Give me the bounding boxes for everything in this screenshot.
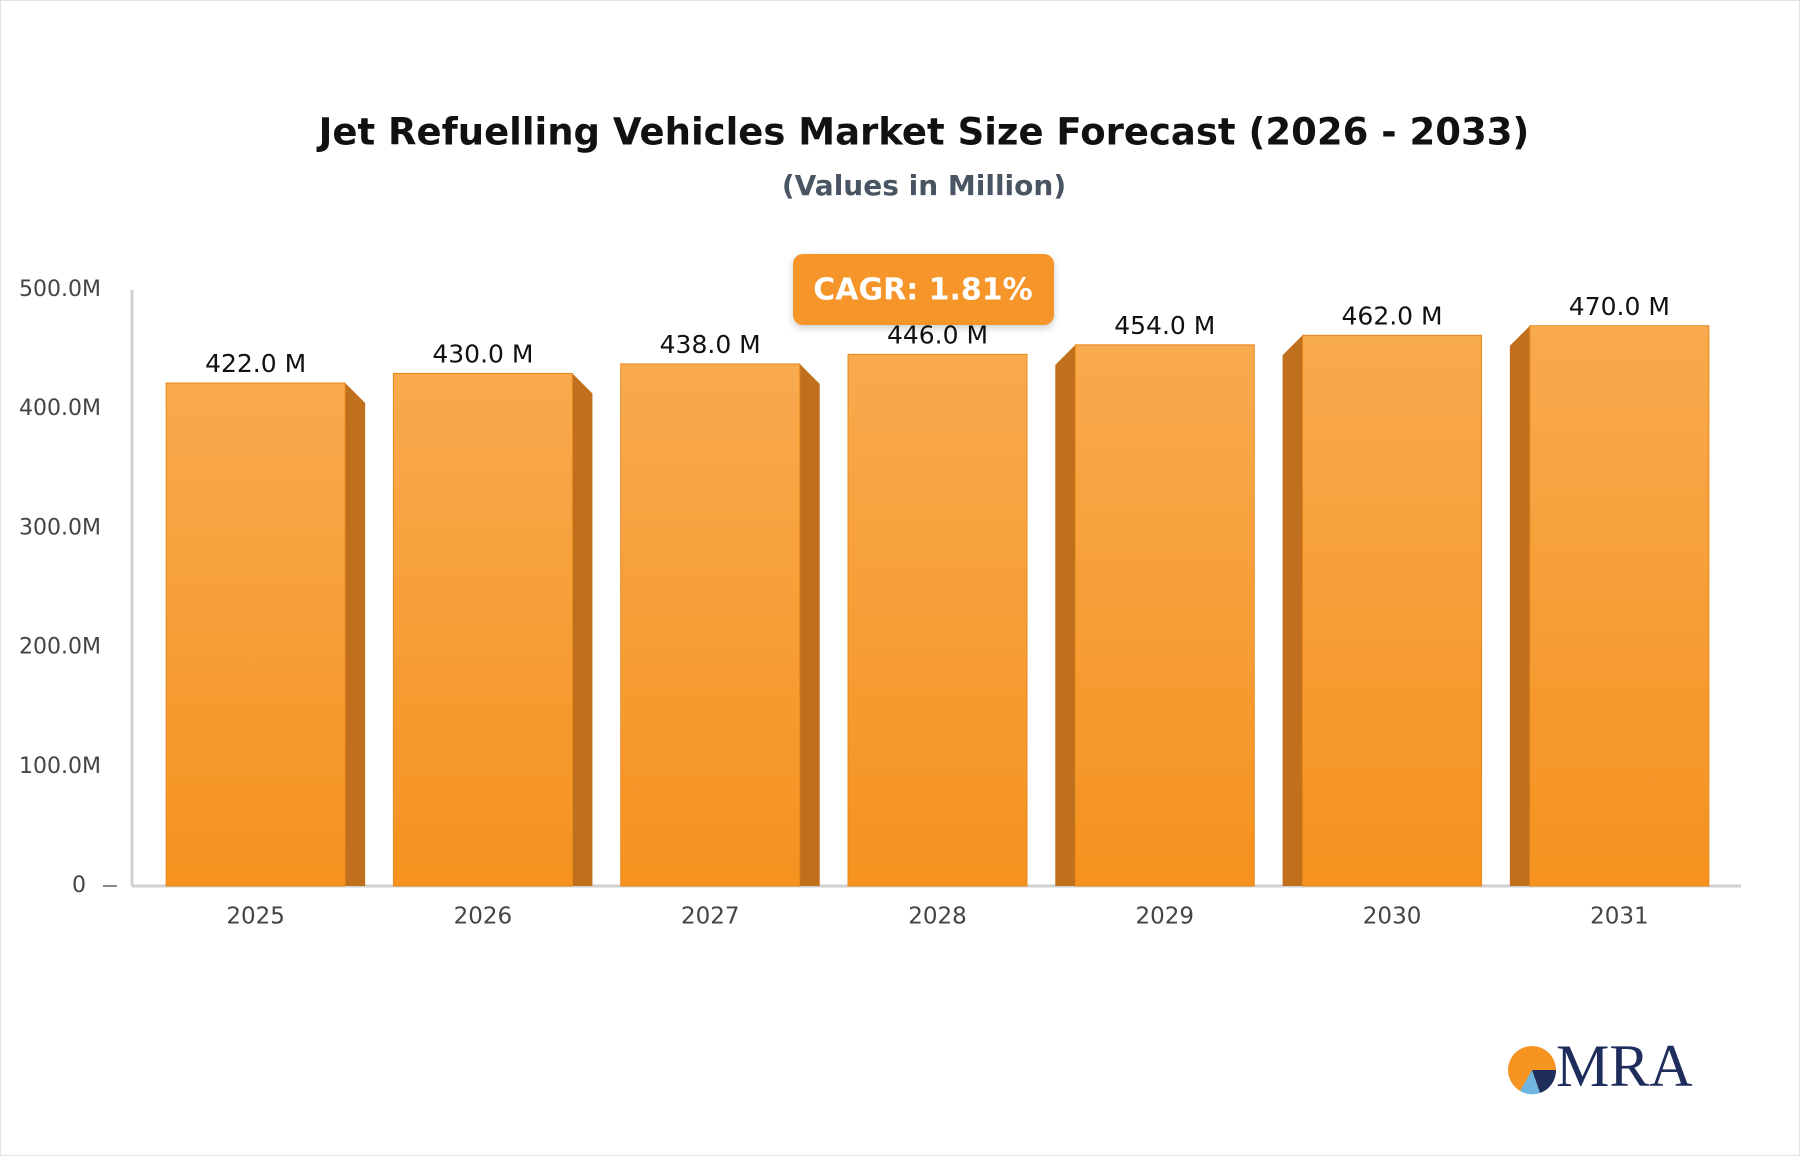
badge-background (793, 254, 1054, 325)
value-label: 454.0 M (1114, 311, 1215, 340)
value-label: 470.0 M (1569, 292, 1670, 321)
bar (1529, 325, 1710, 887)
bar-side (572, 373, 593, 886)
bar (847, 353, 1028, 887)
x-tick-label: 2025 (226, 904, 285, 930)
chart-subtitle: (Values in Million) (782, 169, 1066, 202)
bar-side (345, 382, 366, 886)
value-label: 446.0 M (887, 320, 988, 349)
plot-area: 0 100.0M 200.0M 300.0M 400.0M 500.0M 2025 422.0… (19, 277, 1741, 930)
bar (165, 382, 346, 887)
y-tick-label: 100.0M (19, 754, 101, 779)
y-tick-label: 400.0M (19, 396, 101, 421)
logo-slice (1532, 1070, 1557, 1093)
logo-slice (1520, 1070, 1540, 1095)
bar (1074, 344, 1255, 887)
chart-title: Jet Refuelling Vehicles Market Size Fore… (316, 111, 1530, 154)
value-label: 422.0 M (205, 349, 306, 378)
bar (392, 372, 573, 887)
x-tick-label: 2029 (1136, 904, 1195, 930)
y-tick-label: 200.0M (19, 635, 101, 660)
bar (1302, 334, 1483, 887)
value-label: 438.0 M (660, 330, 761, 359)
bar-side (1282, 335, 1303, 886)
bar (620, 363, 801, 887)
bar-side (1055, 344, 1076, 886)
x-tick-label: 2028 (908, 904, 967, 930)
cagr-text: CAGR: 1.81% (813, 273, 1032, 308)
value-label: 462.0 M (1342, 301, 1443, 330)
logo-text: MRA (1556, 1033, 1693, 1099)
x-tick-label: 2030 (1363, 904, 1422, 930)
bar-side (799, 363, 820, 886)
x-tick-label: 2026 (454, 904, 513, 930)
value-label: 430.0 M (432, 339, 533, 368)
logo: MRA (1508, 1033, 1693, 1099)
y-tick-label: 300.0M (19, 515, 101, 540)
cagr-badge: CAGR: 1.81% (793, 254, 1054, 325)
x-tick-label: 2031 (1590, 904, 1649, 930)
y-tick-label: 500.0M (19, 277, 101, 302)
bar-side (1509, 325, 1530, 886)
x-tick-label: 2027 (681, 904, 740, 930)
y-tick-label: 0 (72, 873, 86, 898)
